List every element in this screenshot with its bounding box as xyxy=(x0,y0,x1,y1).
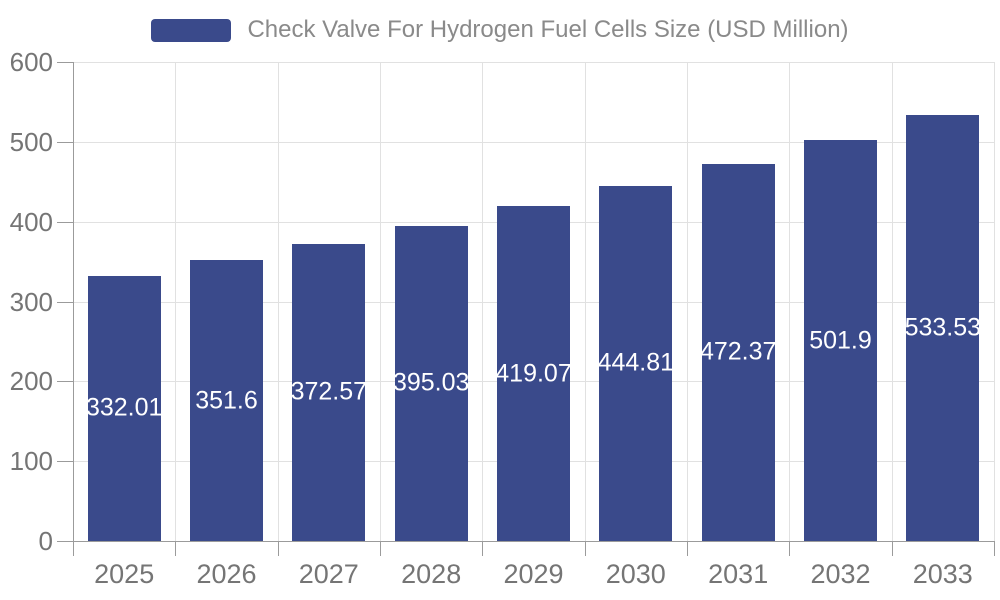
y-axis-tick xyxy=(57,301,73,303)
bar-2032[interactable]: 501.9 xyxy=(804,140,877,541)
bar-2026[interactable]: 351.6 xyxy=(190,260,263,541)
y-tick-label: 600 xyxy=(9,47,53,77)
bar-2031[interactable]: 472.37 xyxy=(699,163,777,541)
bar-value-label: 444.81 xyxy=(597,348,675,377)
legend-swatch xyxy=(151,18,232,42)
bar-value-label: 372.57 xyxy=(290,377,368,406)
y-tick-label: 0 xyxy=(38,526,53,556)
x-axis-tick xyxy=(687,541,688,556)
x-axis-tick xyxy=(277,541,279,556)
x-axis-tick xyxy=(482,541,484,556)
x-tick-label: 2030 xyxy=(605,559,666,589)
y-tick-label: 200 xyxy=(9,366,53,397)
x-tick-label: 2027 xyxy=(298,559,359,589)
y-axis-tick xyxy=(57,221,73,223)
y-axis-tick xyxy=(57,62,73,63)
y-axis-tick xyxy=(57,381,73,383)
x-tick-label: 2031 xyxy=(708,559,769,589)
y-tick-label: 500 xyxy=(9,126,53,157)
legend-label: Check Valve For Hydrogen Fuel Cells Size… xyxy=(247,16,849,43)
bar-value-label: 533.53 xyxy=(904,313,982,342)
x-axis-tick xyxy=(994,541,995,556)
gridline-v xyxy=(278,62,279,541)
bar-value-label: 351.6 xyxy=(195,386,258,415)
bar-value-label: 395.03 xyxy=(392,368,470,397)
y-tick-label: 300 xyxy=(9,286,53,317)
y-tick-label: 400 xyxy=(9,206,53,237)
x-tick-label: 2033 xyxy=(912,559,973,589)
x-tick-label: 2026 xyxy=(196,559,257,589)
gridline-v xyxy=(380,62,381,541)
bar-2033[interactable]: 533.53 xyxy=(904,115,982,541)
gridline-v xyxy=(175,62,176,541)
gridline-v xyxy=(994,62,995,541)
x-axis-tick xyxy=(789,541,791,556)
gridline-h xyxy=(73,141,994,143)
gridline-h xyxy=(73,62,994,63)
x-axis-tick xyxy=(584,541,586,556)
y-axis-line xyxy=(73,62,74,541)
x-tick-label: 2032 xyxy=(810,559,871,589)
x-tick-label: 2029 xyxy=(503,559,564,589)
bar-2027[interactable]: 372.57 xyxy=(290,243,368,541)
bar-2030[interactable]: 444.81 xyxy=(597,185,675,541)
gridline-v xyxy=(482,62,483,541)
x-tick-label: 2025 xyxy=(94,559,155,589)
bar-2025[interactable]: 332.01 xyxy=(85,275,163,541)
plot-area: 332.01 351.6 372.57 395.03 419.07 444.81 472.3… xyxy=(73,62,995,541)
gridline-v xyxy=(687,62,688,541)
y-axis-tick xyxy=(57,541,73,542)
y-axis-tick xyxy=(57,461,73,463)
x-axis-tick xyxy=(380,541,381,556)
bar-value-label: 472.37 xyxy=(699,337,777,366)
y-tick-label: 100 xyxy=(9,446,53,477)
y-axis-tick xyxy=(57,141,73,143)
x-axis-tick xyxy=(73,541,74,556)
bar-value-label: 332.01 xyxy=(85,393,163,422)
legend[interactable]: Check Valve For Hydrogen Fuel Cells Size… xyxy=(0,16,1000,43)
gridline-v xyxy=(892,62,893,541)
gridline-v xyxy=(789,62,790,541)
gridline-v xyxy=(585,62,586,541)
x-axis-tick xyxy=(891,541,893,556)
x-axis-tick xyxy=(175,541,177,556)
x-tick-label: 2028 xyxy=(401,559,462,589)
bar-value-label: 501.9 xyxy=(809,326,872,355)
x-axis-line xyxy=(73,541,994,542)
bar-2029[interactable]: 419.07 xyxy=(495,206,572,541)
bar-value-label: 419.07 xyxy=(495,359,572,388)
bar-2028[interactable]: 395.03 xyxy=(392,225,470,541)
